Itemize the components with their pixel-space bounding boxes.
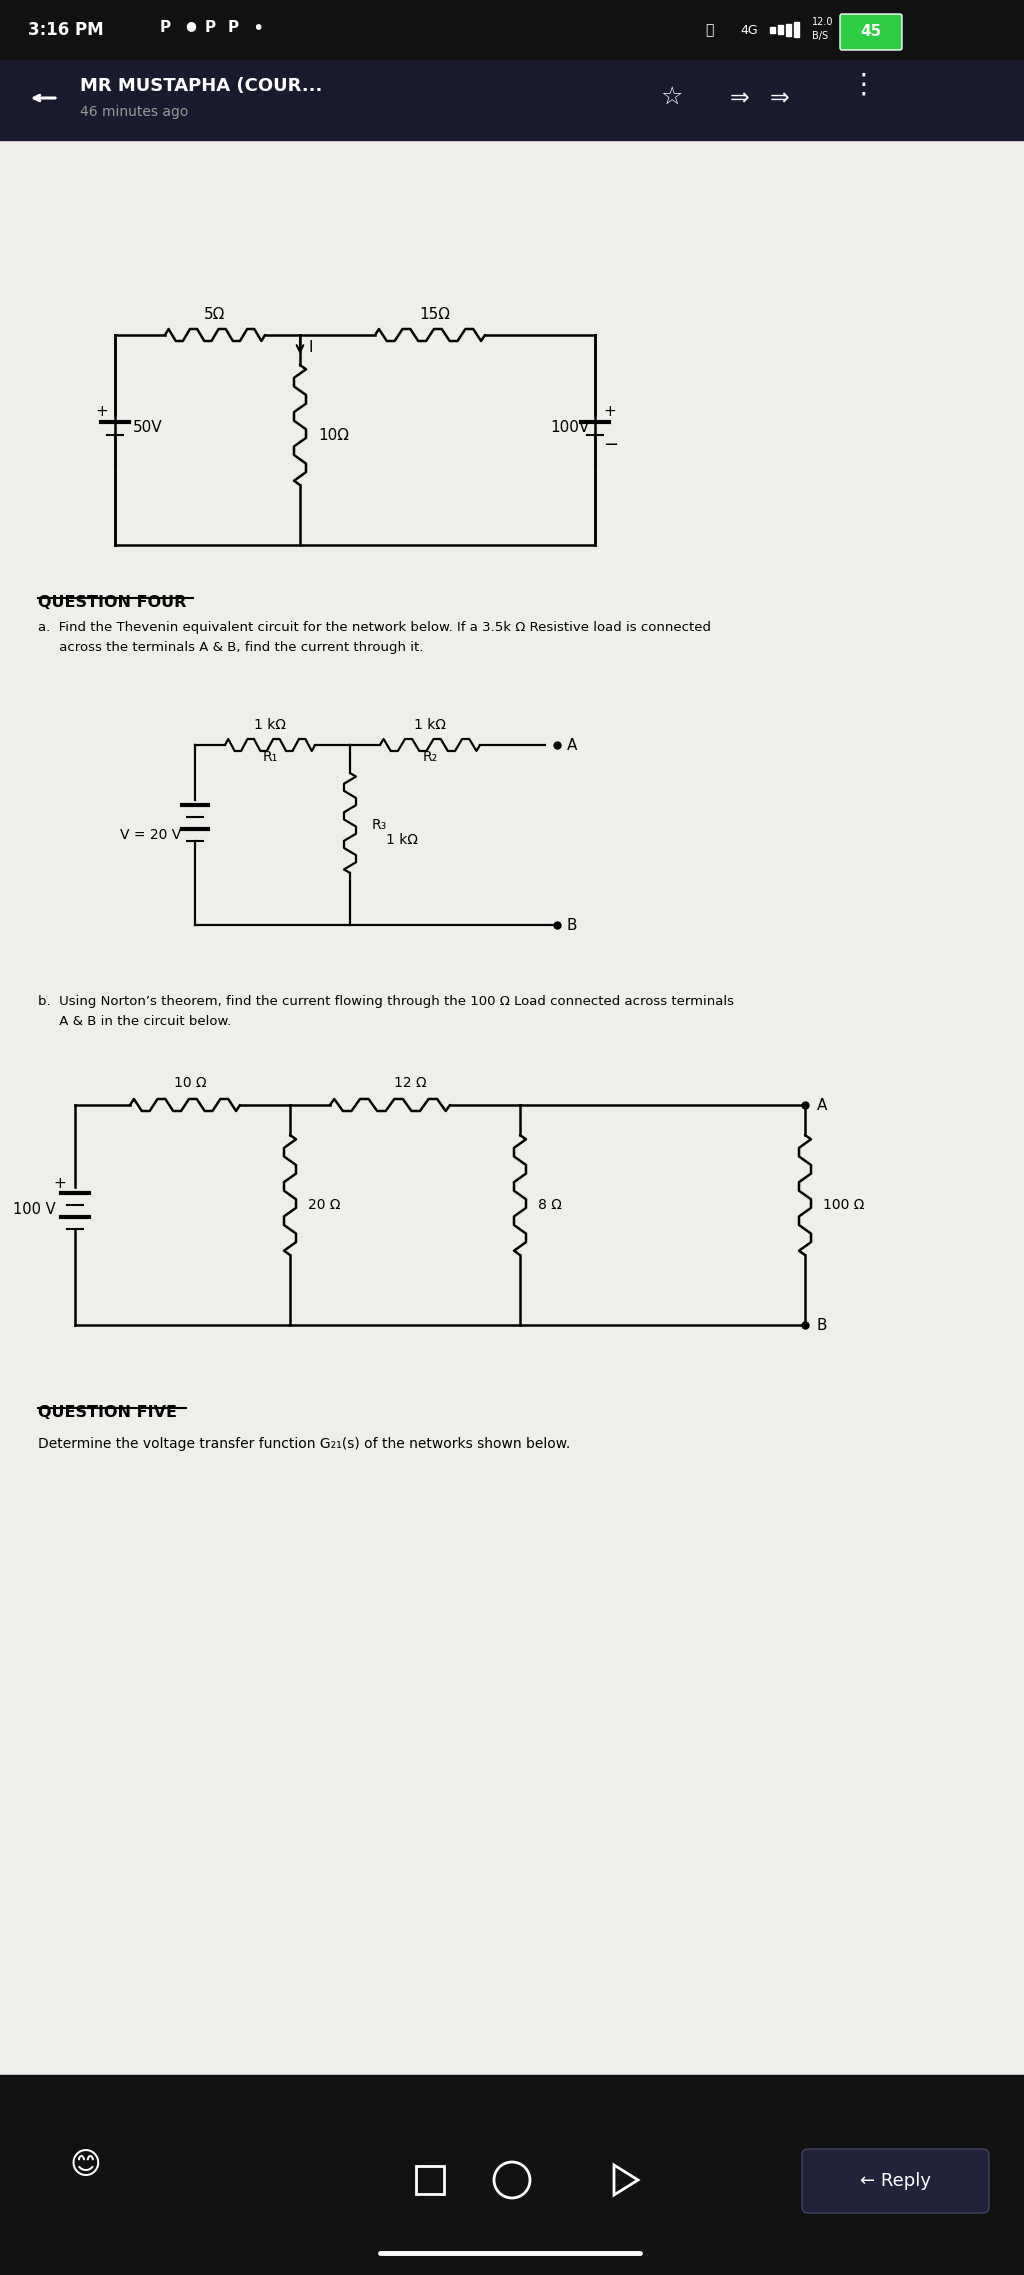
Text: 4G: 4G bbox=[740, 23, 758, 36]
Text: 5Ω: 5Ω bbox=[205, 307, 225, 323]
Text: a.  Find the Thevenin equivalent circuit for the network below. If a 3.5k Ω Resi: a. Find the Thevenin equivalent circuit … bbox=[38, 621, 711, 635]
Text: across the terminals A & B, find the current through it.: across the terminals A & B, find the cur… bbox=[38, 642, 423, 653]
Text: 50V: 50V bbox=[133, 421, 163, 435]
Text: 3:16 PM: 3:16 PM bbox=[28, 20, 103, 39]
Text: 20 Ω: 20 Ω bbox=[308, 1199, 341, 1213]
Text: QUESTION FOUR: QUESTION FOUR bbox=[38, 596, 186, 610]
FancyBboxPatch shape bbox=[840, 14, 902, 50]
Text: +: + bbox=[603, 405, 615, 419]
Text: 1 kΩ: 1 kΩ bbox=[386, 833, 418, 846]
Text: 8 Ω: 8 Ω bbox=[538, 1199, 562, 1213]
Text: 10 Ω: 10 Ω bbox=[174, 1076, 206, 1090]
Text: +: + bbox=[95, 405, 108, 419]
Text: QUESTION FIVE: QUESTION FIVE bbox=[38, 1406, 177, 1420]
Text: Determine the voltage transfer function G₂₁(s) of the networks shown below.: Determine the voltage transfer function … bbox=[38, 1438, 570, 1451]
Text: +: + bbox=[53, 1176, 66, 1190]
Text: 100V: 100V bbox=[550, 421, 589, 435]
Text: R₂: R₂ bbox=[423, 751, 437, 764]
Bar bbox=[416, 2166, 444, 2193]
Text: R₃: R₃ bbox=[372, 819, 387, 833]
Text: ← Reply: ← Reply bbox=[859, 2173, 931, 2191]
Text: 46 minutes ago: 46 minutes ago bbox=[80, 105, 188, 118]
Bar bbox=[0, 0, 1024, 59]
Text: ●: ● bbox=[185, 20, 196, 32]
Text: 45: 45 bbox=[860, 25, 882, 39]
Text: 1 kΩ: 1 kΩ bbox=[414, 719, 446, 733]
Text: •: • bbox=[252, 18, 263, 36]
Text: ⇒: ⇒ bbox=[770, 86, 790, 109]
Bar bbox=[0, 141, 1024, 2075]
Text: B/S: B/S bbox=[812, 32, 828, 41]
Text: A: A bbox=[817, 1097, 827, 1112]
Text: A & B in the circuit below.: A & B in the circuit below. bbox=[38, 1015, 231, 1028]
Text: 100 Ω: 100 Ω bbox=[823, 1199, 864, 1213]
Text: b.  Using Norton’s theorem, find the current flowing through the 100 Ω Load conn: b. Using Norton’s theorem, find the curr… bbox=[38, 994, 734, 1008]
Bar bbox=[786, 25, 791, 36]
Text: 10Ω: 10Ω bbox=[318, 428, 349, 444]
Text: I: I bbox=[308, 341, 312, 355]
Text: 🔕: 🔕 bbox=[705, 23, 714, 36]
Text: ⋮: ⋮ bbox=[850, 71, 878, 100]
Text: 1 kΩ: 1 kΩ bbox=[254, 719, 286, 733]
Text: R₁: R₁ bbox=[262, 751, 278, 764]
Text: B: B bbox=[817, 1317, 827, 1333]
Text: A: A bbox=[567, 737, 578, 753]
Text: 12.0: 12.0 bbox=[812, 16, 834, 27]
FancyBboxPatch shape bbox=[802, 2150, 989, 2214]
Text: MR MUSTAPHA (COUR...: MR MUSTAPHA (COUR... bbox=[80, 77, 323, 96]
Text: V = 20 V: V = 20 V bbox=[120, 828, 181, 842]
Text: −: − bbox=[603, 437, 618, 455]
Text: P: P bbox=[228, 20, 240, 36]
Text: 12 Ω: 12 Ω bbox=[393, 1076, 426, 1090]
Text: 15Ω: 15Ω bbox=[420, 307, 451, 323]
Bar bbox=[770, 27, 775, 34]
Bar bbox=[0, 2075, 1024, 2275]
Bar bbox=[0, 59, 1024, 141]
Bar bbox=[794, 23, 799, 36]
Text: B: B bbox=[567, 917, 578, 933]
Text: 100 V: 100 V bbox=[13, 1203, 55, 1217]
Text: ⇒: ⇒ bbox=[730, 86, 750, 109]
Text: ☆: ☆ bbox=[660, 86, 682, 109]
Bar bbox=[778, 25, 783, 34]
Text: P: P bbox=[160, 20, 171, 36]
Text: P: P bbox=[205, 20, 216, 36]
Text: 😊: 😊 bbox=[70, 2150, 101, 2179]
